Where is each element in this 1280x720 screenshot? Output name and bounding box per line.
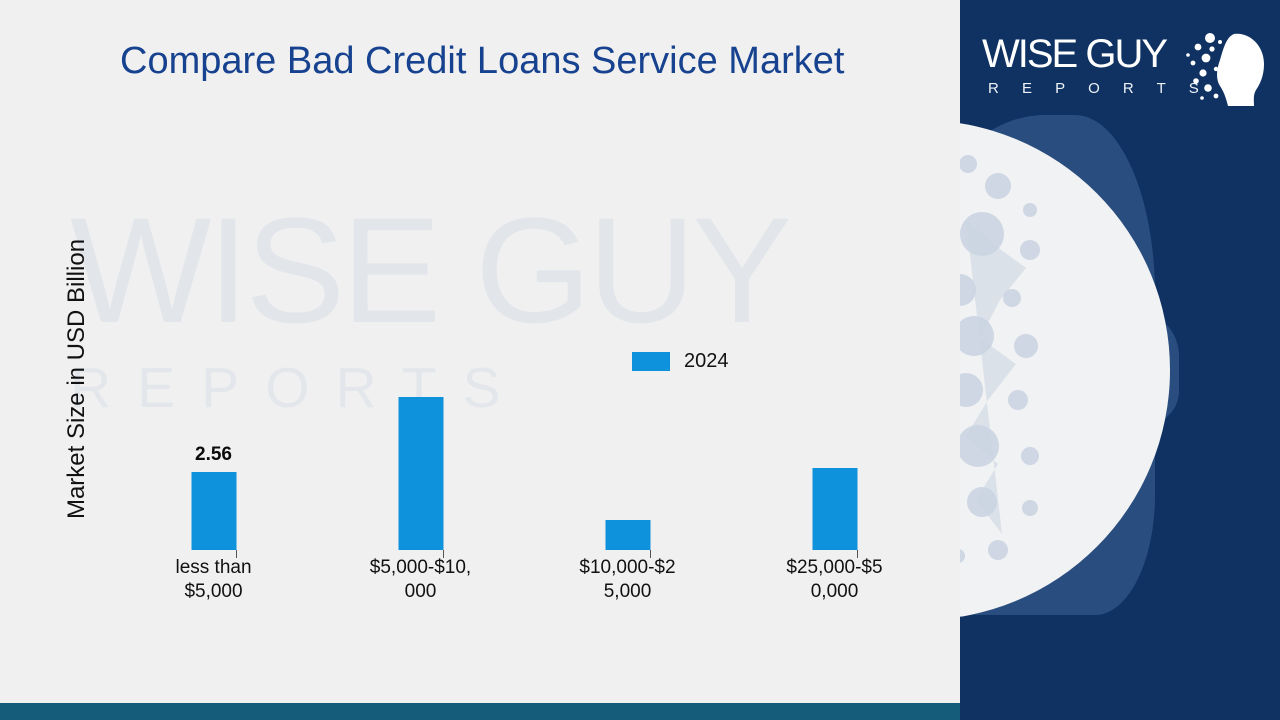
bar-group-0: 2.56 less than $5,000	[110, 150, 317, 602]
bar-2[interactable]	[605, 520, 650, 550]
bar-1[interactable]	[398, 397, 443, 550]
plot-area: 2.56 less than $5,000 $5,000-$10,000 $10…	[110, 150, 940, 602]
chart-panel: WISE GUY REPORTS Compare Bad Credit Loan…	[0, 40, 960, 720]
axis-tick-0	[235, 550, 237, 558]
bar-group-3: $25,000-$50,000	[731, 150, 938, 602]
bar-0[interactable]	[191, 472, 236, 550]
head-profile-icon	[1186, 33, 1264, 106]
brain-dot-pattern-icon	[960, 155, 1040, 563]
category-label-1: $5,000-$10,000	[369, 557, 472, 602]
logo-secondary-text: R E P O R T S	[988, 80, 1209, 97]
chart-legend: 2024	[632, 350, 729, 373]
bar-group-1: $5,000-$10,000	[317, 150, 524, 602]
bar-3[interactable]	[812, 468, 857, 550]
bottom-accent-bar	[0, 703, 960, 720]
axis-tick-3	[856, 550, 858, 558]
y-axis-label: Market Size in USD Billion	[63, 238, 90, 520]
bar-group-2: $10,000-$25,000	[524, 150, 731, 602]
page-title: Compare Bad Credit Loans Service Market	[120, 40, 845, 82]
legend-swatch-2024	[632, 352, 670, 371]
category-label-0: less than $5,000	[175, 557, 252, 602]
wiseguy-logo[interactable]: WISE GUY R E P O R T S	[982, 28, 1264, 110]
legend-label-2024: 2024	[684, 350, 729, 372]
category-label-2: $10,000-$25,000	[579, 557, 676, 602]
logo-primary-text: WISE GUY	[982, 32, 1168, 76]
brand-panel: WISE GUY R E P O R T S	[960, 0, 1280, 720]
category-label-3: $25,000-$50,000	[786, 557, 883, 602]
axis-tick-2	[649, 550, 651, 558]
axis-tick-1	[442, 550, 444, 558]
bar-value-label-0: 2.56	[195, 444, 232, 465]
